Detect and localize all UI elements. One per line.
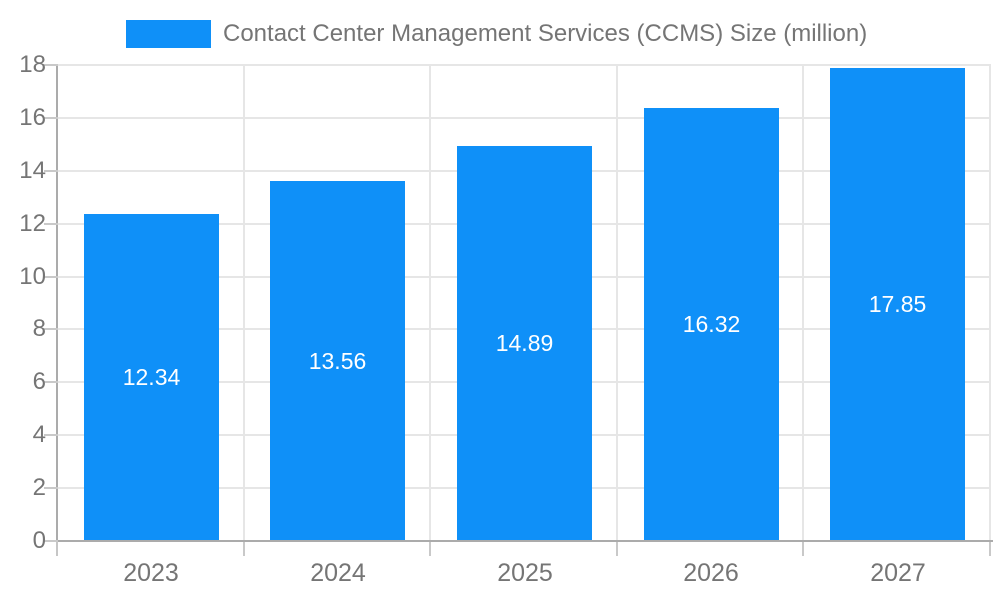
y-axis-tick <box>44 487 58 489</box>
x-gridline <box>616 65 618 540</box>
bar-2026[interactable]: 16.32 <box>644 108 779 540</box>
y-axis-tick <box>44 434 58 436</box>
x-axis-label: 2024 <box>310 559 366 587</box>
y-axis-label: 8 <box>32 315 46 342</box>
y-gridline <box>58 117 991 119</box>
x-gridline <box>243 65 245 540</box>
x-axis-tick <box>243 542 245 556</box>
x-axis-label: 2026 <box>683 559 739 587</box>
y-axis-tick <box>44 64 58 66</box>
bar-value-label: 12.34 <box>122 364 181 390</box>
legend-swatch[interactable] <box>126 20 211 48</box>
y-axis-line <box>56 65 58 542</box>
x-axis-tick <box>802 542 804 556</box>
bar-2024[interactable]: 13.56 <box>270 181 405 540</box>
bar-2025[interactable]: 14.89 <box>457 146 592 540</box>
y-gridline <box>58 64 991 66</box>
y-axis-label: 10 <box>19 263 46 290</box>
bar-value-label: 16.32 <box>682 311 741 337</box>
y-axis-tick <box>44 381 58 383</box>
x-axis-label: 2027 <box>870 559 926 587</box>
bar-value-label: 13.56 <box>308 348 367 374</box>
x-axis-label: 2025 <box>497 559 553 587</box>
y-axis-tick <box>44 223 58 225</box>
y-axis-tick <box>44 170 58 172</box>
y-axis-tick <box>44 328 58 330</box>
y-axis-label: 6 <box>32 368 46 395</box>
x-gridline <box>802 65 804 540</box>
y-axis-label: 18 <box>19 51 46 78</box>
legend-label[interactable]: Contact Center Management Services (CCMS… <box>223 20 868 47</box>
bar-value-label: 17.85 <box>868 291 927 317</box>
y-axis-label: 2 <box>32 474 46 501</box>
bar-value-label: 14.89 <box>495 330 554 356</box>
y-axis-label: 4 <box>32 421 46 448</box>
legend: Contact Center Management Services (CCMS… <box>126 20 867 48</box>
y-axis-label: 14 <box>19 157 46 184</box>
x-axis-tick <box>429 542 431 556</box>
plot-area: 12.34 13.56 14.89 16.32 17.85 <box>58 64 991 540</box>
y-axis-tick <box>44 276 58 278</box>
bar-2023[interactable]: 12.34 <box>84 214 219 540</box>
x-axis-tick <box>989 542 991 556</box>
y-axis-tick <box>44 540 58 542</box>
y-axis-label: 12 <box>19 210 46 237</box>
x-gridline <box>989 65 991 540</box>
y-axis-label: 0 <box>32 527 46 554</box>
bar-2027[interactable]: 17.85 <box>830 68 965 540</box>
y-axis-tick <box>44 117 58 119</box>
y-axis-tick-extension <box>56 542 58 556</box>
y-axis-label: 16 <box>19 104 46 131</box>
x-gridline <box>429 65 431 540</box>
x-axis-label: 2023 <box>123 559 179 587</box>
x-axis-tick <box>616 542 618 556</box>
x-axis-line <box>56 540 993 542</box>
